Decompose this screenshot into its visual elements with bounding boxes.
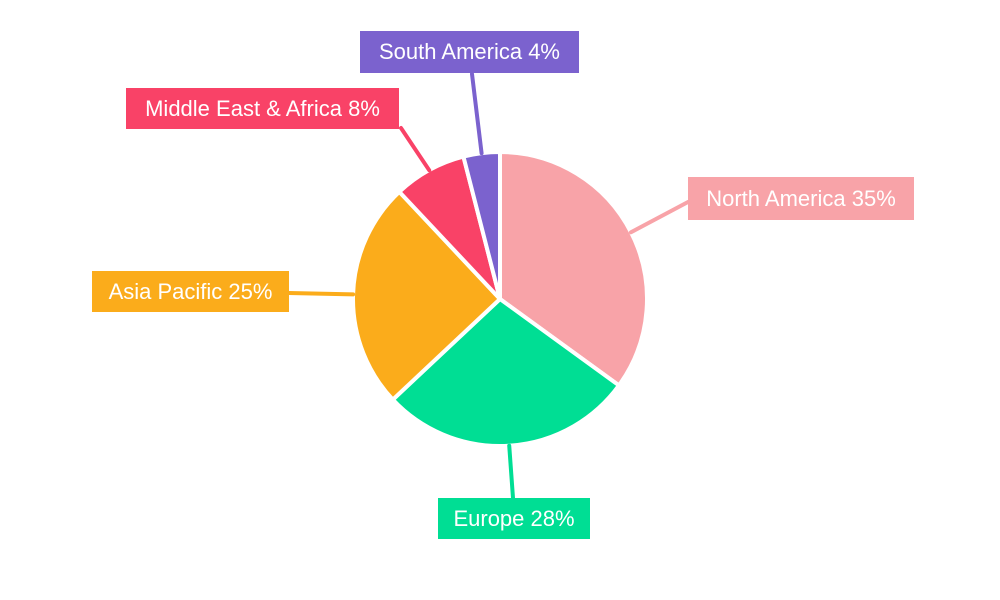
label-europe: Europe 28%: [438, 498, 590, 539]
label-asia-pacific: Asia Pacific 25%: [92, 271, 289, 312]
leader-line-south-america: [470, 72, 484, 156]
label-middle-east-africa: Middle East & Africa 8%: [126, 88, 399, 129]
leader-line-europe: [507, 443, 515, 500]
leader-line-middle-east-africa: [399, 126, 432, 173]
label-north-america: North America 35%: [688, 177, 914, 220]
leader-line-north-america: [628, 200, 690, 235]
label-south-america: South America 4%: [360, 31, 579, 73]
leader-line-asia-pacific: [287, 291, 356, 297]
